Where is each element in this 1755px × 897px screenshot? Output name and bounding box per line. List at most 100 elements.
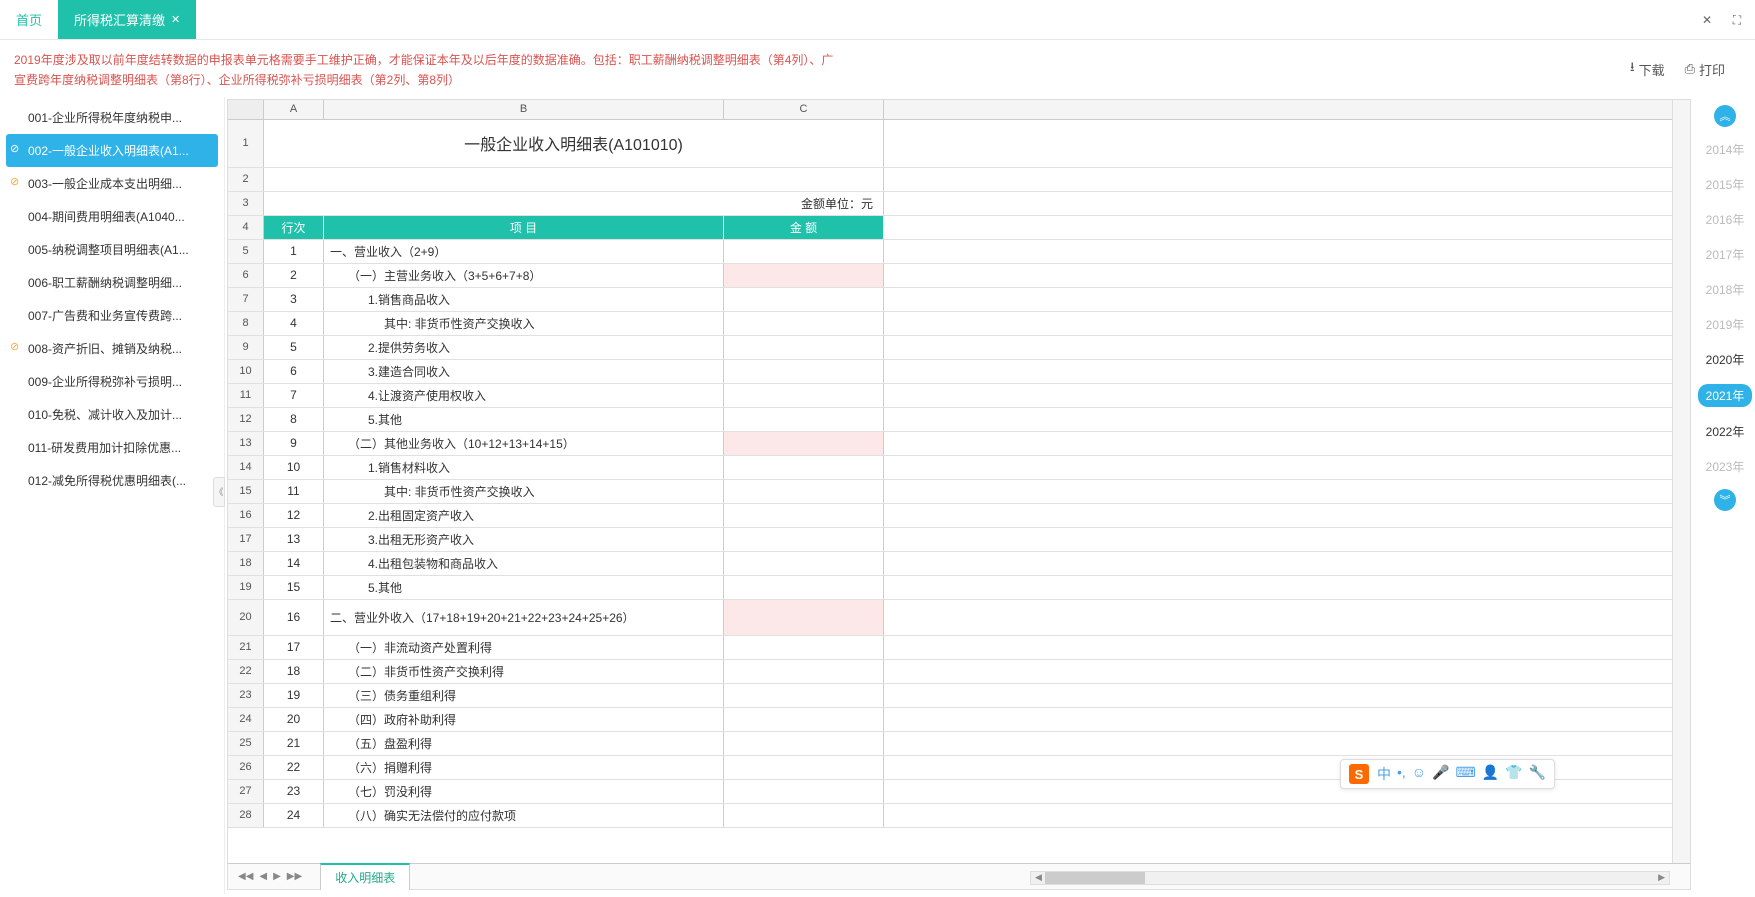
sidebar-item[interactable]: 011-研发费用加计扣除优惠... bbox=[0, 431, 224, 464]
row-number[interactable]: 22 bbox=[228, 660, 264, 683]
cell-item[interactable]: （二）非货币性资产交换利得 bbox=[324, 660, 724, 683]
cell-index[interactable]: 23 bbox=[264, 780, 324, 803]
cell-amount[interactable] bbox=[724, 480, 884, 503]
cell-item[interactable]: （五）盘盈利得 bbox=[324, 732, 724, 755]
row-number[interactable]: 27 bbox=[228, 780, 264, 803]
cell-index[interactable]: 17 bbox=[264, 636, 324, 659]
select-all-corner[interactable] bbox=[228, 100, 264, 119]
sidebar-item[interactable]: 006-职工薪酬纳税调整明细... bbox=[0, 266, 224, 299]
cell-index[interactable]: 6 bbox=[264, 360, 324, 383]
cell-item[interactable]: 二、营业外收入（17+18+19+20+21+22+23+24+25+26） bbox=[324, 600, 724, 635]
cell-index[interactable]: 12 bbox=[264, 504, 324, 527]
row-number[interactable]: 1 bbox=[228, 120, 264, 167]
year-item[interactable]: 2022年 bbox=[1706, 421, 1745, 442]
ime-toolbox-icon[interactable]: 🔧 bbox=[1529, 764, 1546, 784]
year-item[interactable]: 2015年 bbox=[1706, 174, 1745, 195]
cell-amount[interactable] bbox=[724, 780, 884, 803]
sheet-tab-active[interactable]: 收入明细表 bbox=[320, 863, 410, 890]
cell-amount[interactable] bbox=[724, 708, 884, 731]
row-number[interactable]: 15 bbox=[228, 480, 264, 503]
cell-index[interactable]: 14 bbox=[264, 552, 324, 575]
sidebar-item[interactable]: ⊘003-一般企业成本支出明细... bbox=[0, 167, 224, 200]
year-item[interactable]: 2023年 bbox=[1706, 456, 1745, 477]
cell-index[interactable]: 20 bbox=[264, 708, 324, 731]
cell-amount[interactable] bbox=[724, 456, 884, 479]
cell-item[interactable]: （一）非流动资产处置利得 bbox=[324, 636, 724, 659]
ime-emoji-icon[interactable]: ☺ bbox=[1412, 764, 1426, 784]
cell-amount[interactable] bbox=[724, 312, 884, 335]
cell-amount[interactable] bbox=[724, 636, 884, 659]
cell-item[interactable]: 其中: 非货币性资产交换收入 bbox=[324, 480, 724, 503]
ime-person-icon[interactable]: 👤 bbox=[1482, 764, 1499, 784]
scroll-up-button[interactable]: ︽ bbox=[1714, 105, 1736, 127]
cell-index[interactable]: 18 bbox=[264, 660, 324, 683]
nav-first-icon[interactable]: ◀◀ bbox=[238, 871, 253, 882]
cell-item[interactable]: （七）罚没利得 bbox=[324, 780, 724, 803]
grid-body[interactable]: 1 一般企业收入明细表(A101010) 2 3 金额单位：元 bbox=[228, 120, 1672, 863]
cell-item[interactable]: 4.出租包装物和商品收入 bbox=[324, 552, 724, 575]
row-number[interactable]: 23 bbox=[228, 684, 264, 707]
cell-amount[interactable] bbox=[724, 408, 884, 431]
cell-index[interactable]: 11 bbox=[264, 480, 324, 503]
sidebar-item[interactable]: 005-纳税调整项目明细表(A1... bbox=[0, 233, 224, 266]
nav-next-icon[interactable]: ▶ bbox=[273, 871, 281, 882]
cell-amount[interactable] bbox=[724, 288, 884, 311]
row-number[interactable]: 4 bbox=[228, 216, 264, 239]
cell-index[interactable]: 5 bbox=[264, 336, 324, 359]
scroll-thumb[interactable] bbox=[1045, 872, 1145, 884]
cell-index[interactable]: 4 bbox=[264, 312, 324, 335]
cell-item[interactable]: （六）捐赠利得 bbox=[324, 756, 724, 779]
cell-index[interactable]: 22 bbox=[264, 756, 324, 779]
cell-item[interactable]: 3.建造合同收入 bbox=[324, 360, 724, 383]
close-icon[interactable]: ✕ bbox=[171, 13, 180, 26]
year-item[interactable]: 2017年 bbox=[1706, 244, 1745, 265]
row-number[interactable]: 13 bbox=[228, 432, 264, 455]
row-number[interactable]: 14 bbox=[228, 456, 264, 479]
cell-amount[interactable] bbox=[724, 552, 884, 575]
row-number[interactable]: 24 bbox=[228, 708, 264, 731]
year-item[interactable]: 2014年 bbox=[1706, 139, 1745, 160]
cell-index[interactable]: 24 bbox=[264, 804, 324, 827]
row-number[interactable]: 20 bbox=[228, 600, 264, 635]
row-number[interactable]: 10 bbox=[228, 360, 264, 383]
sidebar-collapse-handle[interactable]: 《 bbox=[213, 477, 225, 507]
row-number[interactable]: 17 bbox=[228, 528, 264, 551]
sidebar-item[interactable]: ⊘002-一般企业收入明细表(A1... bbox=[6, 134, 218, 167]
cell-amount[interactable] bbox=[724, 528, 884, 551]
cell-amount[interactable] bbox=[724, 576, 884, 599]
cell-amount[interactable] bbox=[724, 264, 884, 287]
year-item[interactable]: 2020年 bbox=[1706, 349, 1745, 370]
scroll-right-icon[interactable]: ▶ bbox=[1658, 872, 1665, 883]
sidebar-item[interactable]: 007-广告费和业务宣传费跨... bbox=[0, 299, 224, 332]
download-button[interactable]: ⭳ 下载 bbox=[1630, 58, 1665, 80]
sidebar-item[interactable]: 001-企业所得税年度纳税申... bbox=[0, 101, 224, 134]
cell-amount[interactable] bbox=[724, 660, 884, 683]
cell-index[interactable]: 1 bbox=[264, 240, 324, 263]
cell-item[interactable]: 1.销售材料收入 bbox=[324, 456, 724, 479]
cell-index[interactable]: 10 bbox=[264, 456, 324, 479]
cell-amount[interactable] bbox=[724, 432, 884, 455]
nav-prev-icon[interactable]: ◀ bbox=[259, 871, 267, 882]
row-number[interactable]: 11 bbox=[228, 384, 264, 407]
tab-home[interactable]: 首页 bbox=[0, 0, 58, 39]
row-number[interactable]: 12 bbox=[228, 408, 264, 431]
row-number[interactable]: 8 bbox=[228, 312, 264, 335]
year-item[interactable]: 2019年 bbox=[1706, 314, 1745, 335]
scroll-left-icon[interactable]: ◀ bbox=[1035, 872, 1042, 883]
sidebar-item[interactable]: 009-企业所得税弥补亏损明... bbox=[0, 365, 224, 398]
cell-item[interactable]: 3.出租无形资产收入 bbox=[324, 528, 724, 551]
cell-amount[interactable] bbox=[724, 240, 884, 263]
cell-amount[interactable] bbox=[724, 336, 884, 359]
cell-index[interactable]: 13 bbox=[264, 528, 324, 551]
nav-last-icon[interactable]: ▶▶ bbox=[287, 871, 302, 882]
row-number[interactable]: 5 bbox=[228, 240, 264, 263]
cell-item[interactable]: （八）确实无法偿付的应付款项 bbox=[324, 804, 724, 827]
cell-item[interactable]: 其中: 非货币性资产交换收入 bbox=[324, 312, 724, 335]
cell-index[interactable]: 15 bbox=[264, 576, 324, 599]
cell-item[interactable]: （二）其他业务收入（10+12+13+14+15） bbox=[324, 432, 724, 455]
print-button[interactable]: ⎙ 打印 bbox=[1685, 58, 1725, 80]
cell-amount[interactable] bbox=[724, 684, 884, 707]
cell-amount[interactable] bbox=[724, 756, 884, 779]
cell-item[interactable]: 4.让渡资产使用权收入 bbox=[324, 384, 724, 407]
year-item[interactable]: 2018年 bbox=[1706, 279, 1745, 300]
